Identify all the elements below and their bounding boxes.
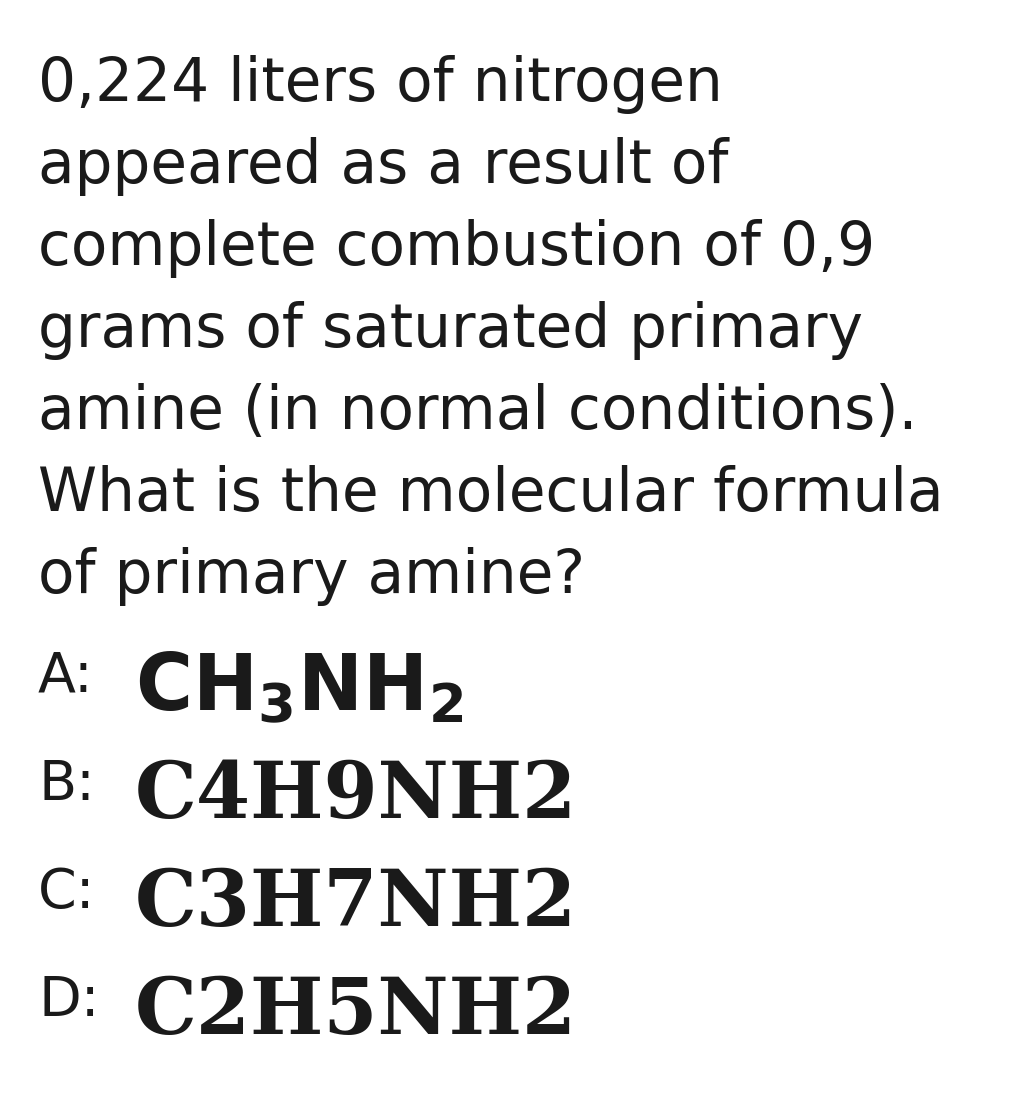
Text: complete combustion of 0,9: complete combustion of 0,9 (38, 219, 876, 278)
Text: of primary amine?: of primary amine? (38, 547, 585, 607)
Text: C2H5NH2: C2H5NH2 (135, 974, 578, 1050)
Text: D:: D: (38, 974, 99, 1028)
Text: What is the molecular formula: What is the molecular formula (38, 465, 944, 524)
Text: C4H9NH2: C4H9NH2 (135, 758, 578, 834)
Text: A:: A: (38, 650, 94, 704)
Text: 0,224 liters of nitrogen: 0,224 liters of nitrogen (38, 55, 723, 114)
Text: $\mathbf{CH_3NH_2}$: $\mathbf{CH_3NH_2}$ (135, 650, 464, 726)
Text: B:: B: (38, 758, 95, 812)
Text: amine (in normal conditions).: amine (in normal conditions). (38, 383, 918, 442)
Text: C:: C: (38, 866, 95, 920)
Text: C3H7NH2: C3H7NH2 (135, 866, 578, 942)
Text: appeared as a result of: appeared as a result of (38, 137, 728, 195)
Text: grams of saturated primary: grams of saturated primary (38, 300, 863, 360)
